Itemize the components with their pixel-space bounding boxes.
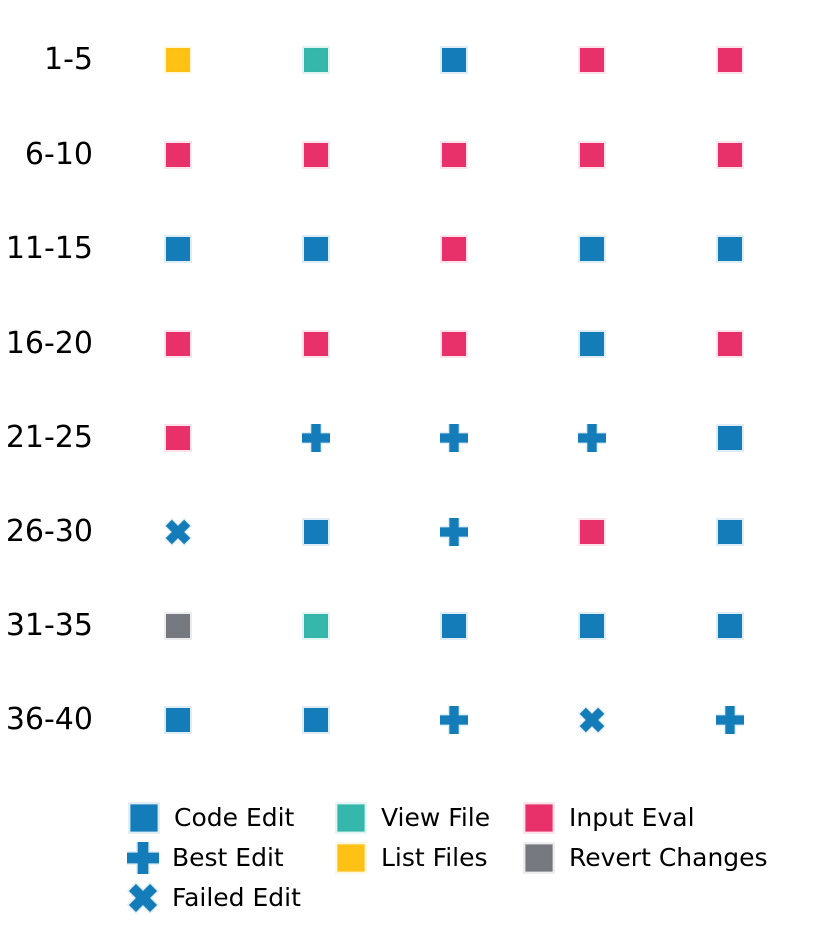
square-marker-icon [715, 423, 745, 453]
row-label: 11-15 [5, 231, 93, 266]
square-marker-icon [334, 801, 368, 835]
square-marker-icon [439, 140, 469, 170]
plus-marker-icon [438, 516, 470, 548]
square-marker-icon [301, 517, 331, 547]
square-marker-icon [715, 329, 745, 359]
cross-marker-icon [163, 517, 193, 547]
square-marker-icon [522, 841, 556, 875]
square-marker-icon [577, 517, 607, 547]
plus-marker-icon [125, 840, 161, 876]
square-marker-icon [163, 45, 193, 75]
square-marker-icon [439, 611, 469, 641]
legend-item: Revert Changes [522, 839, 768, 877]
legend-item: View File [334, 799, 490, 837]
square-marker-icon [334, 841, 368, 875]
square-marker-icon [301, 329, 331, 359]
legend-item: Failed Edit [126, 879, 301, 917]
square-marker-icon [163, 140, 193, 170]
square-marker-icon [163, 423, 193, 453]
cross-marker-icon [577, 705, 607, 735]
legend-item: Best Edit [125, 839, 284, 877]
legend-item: List Files [334, 839, 488, 877]
plus-marker-icon [438, 704, 470, 736]
square-marker-icon [577, 234, 607, 264]
square-marker-icon [715, 45, 745, 75]
square-marker-icon [301, 140, 331, 170]
legend-label: View File [381, 803, 491, 832]
square-marker-icon [715, 517, 745, 547]
row-label: 1-5 [44, 42, 93, 77]
row-label: 21-25 [5, 420, 93, 455]
square-marker-icon [163, 234, 193, 264]
square-marker-icon [439, 329, 469, 359]
legend-item: Code Edit [127, 799, 294, 837]
legend-item: Input Eval [522, 799, 695, 837]
row-label: 16-20 [5, 326, 93, 361]
legend-label: Code Edit [174, 803, 295, 832]
legend-label: Input Eval [569, 803, 695, 832]
legend-label: List Files [381, 843, 488, 872]
row-label: 6-10 [24, 137, 93, 172]
plus-marker-icon [576, 422, 608, 454]
square-marker-icon [715, 234, 745, 264]
plus-marker-icon [300, 422, 332, 454]
row-label: 26-30 [5, 514, 93, 549]
square-marker-icon [577, 611, 607, 641]
square-marker-icon [163, 329, 193, 359]
square-marker-icon [715, 611, 745, 641]
square-marker-icon [715, 140, 745, 170]
square-marker-icon [577, 329, 607, 359]
square-marker-icon [577, 45, 607, 75]
legend-label: Failed Edit [172, 883, 301, 912]
square-marker-icon [127, 801, 161, 835]
square-marker-icon [163, 705, 193, 735]
square-marker-icon [577, 140, 607, 170]
plus-marker-icon [714, 704, 746, 736]
row-label: 36-40 [5, 702, 93, 737]
square-marker-icon [522, 801, 556, 835]
square-marker-icon [163, 611, 193, 641]
row-label: 31-35 [5, 608, 93, 643]
square-marker-icon [439, 234, 469, 264]
plus-marker-icon [438, 422, 470, 454]
legend-label: Revert Changes [569, 843, 768, 872]
square-marker-icon [301, 611, 331, 641]
legend-label: Best Edit [172, 843, 284, 872]
square-marker-icon [301, 45, 331, 75]
square-marker-icon [301, 234, 331, 264]
cross-marker-icon [126, 881, 160, 915]
square-marker-icon [301, 705, 331, 735]
square-marker-icon [439, 45, 469, 75]
